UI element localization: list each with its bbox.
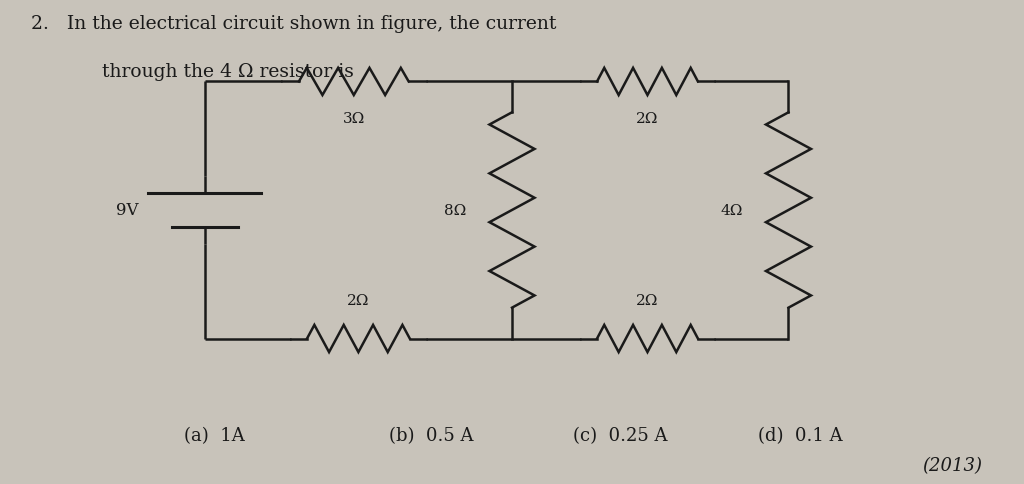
Text: 3Ω: 3Ω — [343, 111, 365, 125]
Text: 4Ω: 4Ω — [720, 204, 742, 217]
Text: (c)  0.25 A: (c) 0.25 A — [573, 426, 668, 445]
Text: 2.   In the electrical circuit shown in figure, the current: 2. In the electrical circuit shown in fi… — [31, 15, 556, 32]
Text: (d)  0.1 A: (d) 0.1 A — [758, 426, 843, 445]
Text: 8Ω: 8Ω — [443, 204, 466, 217]
Text: (a)  1A: (a) 1A — [184, 426, 245, 445]
Text: 9V: 9V — [116, 202, 138, 219]
Text: 2Ω: 2Ω — [347, 293, 370, 307]
Text: (2013): (2013) — [923, 455, 982, 474]
Text: 2Ω: 2Ω — [636, 293, 658, 307]
Text: through the 4 Ω resistor is: through the 4 Ω resistor is — [102, 63, 354, 81]
Text: (b)  0.5 A: (b) 0.5 A — [389, 426, 474, 445]
Text: 2Ω: 2Ω — [636, 111, 658, 125]
